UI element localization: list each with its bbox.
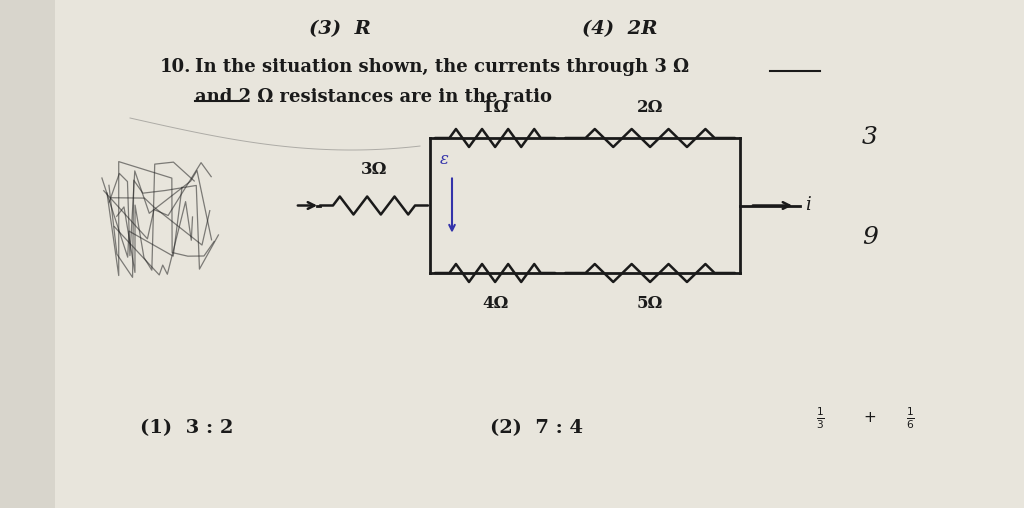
Text: 2Ω: 2Ω — [637, 99, 664, 116]
Text: 5Ω: 5Ω — [637, 295, 664, 312]
FancyBboxPatch shape — [55, 0, 1024, 508]
Text: (3)  R: (3) R — [309, 20, 371, 38]
Text: and 2 Ω resistances are in the ratio: and 2 Ω resistances are in the ratio — [195, 88, 552, 106]
Text: i: i — [805, 197, 811, 214]
Text: (2)  7 : 4: (2) 7 : 4 — [490, 419, 583, 437]
Text: $\frac{1}{6}$: $\frac{1}{6}$ — [905, 405, 914, 431]
Text: 9: 9 — [862, 227, 878, 249]
Text: +: + — [863, 410, 877, 426]
Text: 4Ω: 4Ω — [482, 295, 508, 312]
Text: (4)  2R: (4) 2R — [583, 20, 657, 38]
Text: 10.: 10. — [160, 58, 191, 76]
Text: $\frac{1}{3}$: $\frac{1}{3}$ — [815, 405, 824, 431]
Text: ε: ε — [439, 150, 449, 168]
Text: 1Ω: 1Ω — [482, 99, 508, 116]
Text: In the situation shown, the currents through 3 Ω: In the situation shown, the currents thr… — [195, 58, 689, 76]
Text: (1)  3 : 2: (1) 3 : 2 — [140, 419, 233, 437]
Text: 3Ω: 3Ω — [360, 161, 387, 177]
Text: 3: 3 — [862, 126, 878, 149]
